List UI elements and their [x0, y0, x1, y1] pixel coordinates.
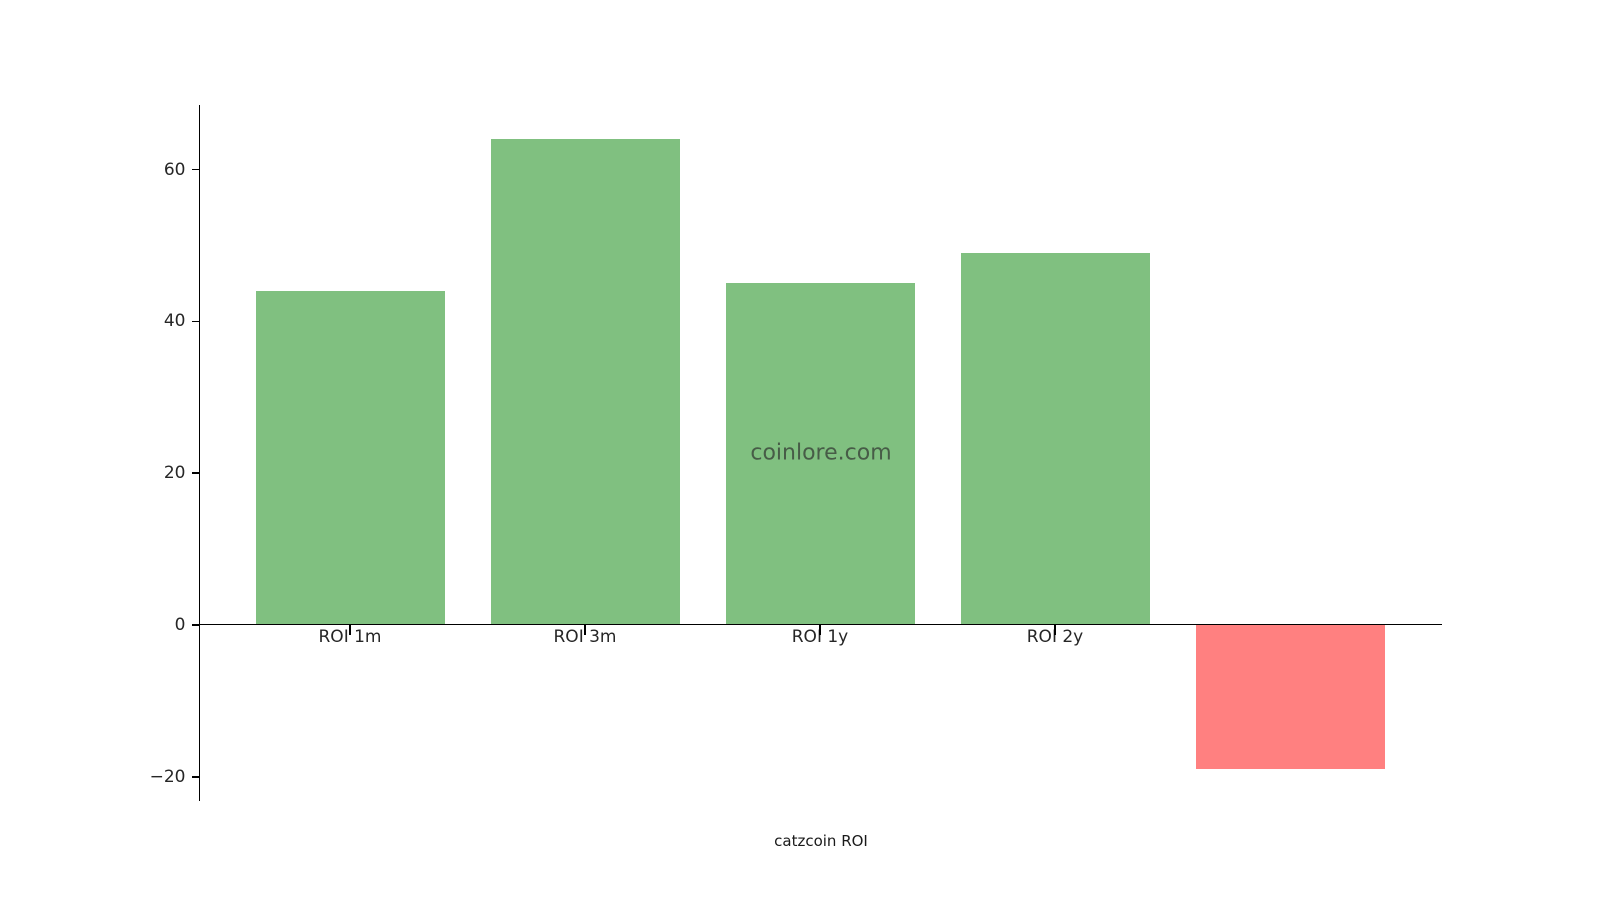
- y-tick-label: 20: [163, 463, 186, 484]
- x-tick-label: ROI 3m: [553, 627, 617, 647]
- y-tick-mark: [191, 320, 199, 323]
- watermark-text: coinlore.com: [750, 440, 892, 466]
- x-tick-label: ROI 2y: [1026, 627, 1084, 647]
- y-tick-label: −20: [149, 766, 186, 787]
- bar-roi-3m: [490, 139, 680, 625]
- bar-roi-1y: [725, 283, 915, 625]
- y-tick-mark: [191, 168, 199, 171]
- y-axis-line: [198, 105, 200, 801]
- x-tick-label: ROI 1y: [791, 627, 849, 647]
- x-tick-label: ROI 1m: [318, 627, 382, 647]
- y-tick-mark: [191, 472, 199, 474]
- y-tick-mark: [191, 776, 199, 778]
- y-tick-label: 0: [174, 615, 186, 635]
- x-tick-mark: [1054, 625, 1056, 635]
- x-axis-title: catzcoin ROI: [774, 832, 868, 850]
- x-tick-mark: [584, 625, 586, 635]
- x-tick-mark: [819, 625, 821, 635]
- bar-roi-1m: [255, 291, 445, 625]
- y-tick-label: 60: [163, 159, 186, 180]
- y-tick-mark: [191, 624, 199, 626]
- x-tick-mark: [349, 625, 351, 635]
- x-axis-zero-line: [198, 623, 1442, 625]
- bar-roi-2y: [960, 253, 1150, 625]
- bar-negative-roi: [1195, 625, 1385, 770]
- y-tick-label: 40: [163, 311, 186, 332]
